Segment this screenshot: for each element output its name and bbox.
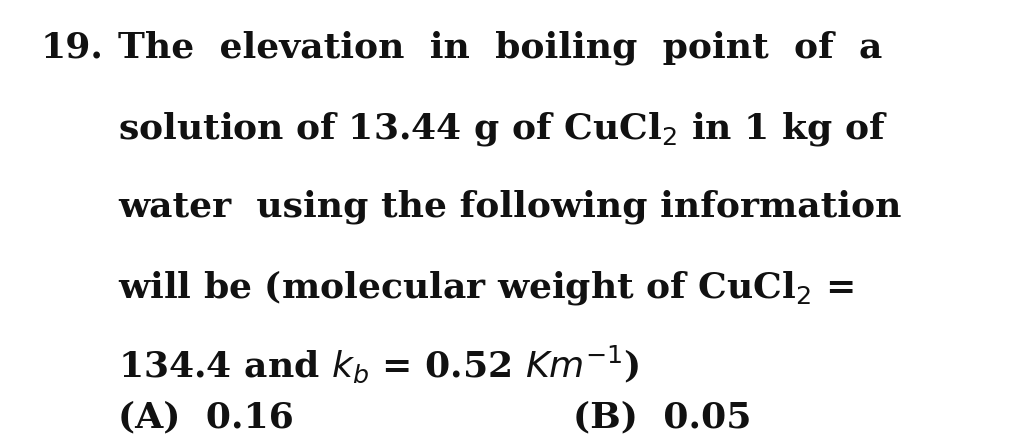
Text: (A)  0.16: (A) 0.16: [118, 400, 294, 434]
Text: solution of 13.44 g of CuCl$_2$ in 1 kg of: solution of 13.44 g of CuCl$_2$ in 1 kg …: [118, 110, 888, 148]
Text: will be (molecular weight of CuCl$_2$ =: will be (molecular weight of CuCl$_2$ =: [118, 268, 854, 308]
Text: 134.4 and $k_b$ = 0.52 $Km^{-1}$): 134.4 and $k_b$ = 0.52 $Km^{-1}$): [118, 343, 639, 385]
Text: water  using the following information: water using the following information: [118, 189, 901, 224]
Text: The  elevation  in  boiling  point  of  a: The elevation in boiling point of a: [118, 31, 882, 65]
Text: (B)  0.05: (B) 0.05: [573, 400, 752, 434]
Text: 19.: 19.: [41, 31, 103, 65]
